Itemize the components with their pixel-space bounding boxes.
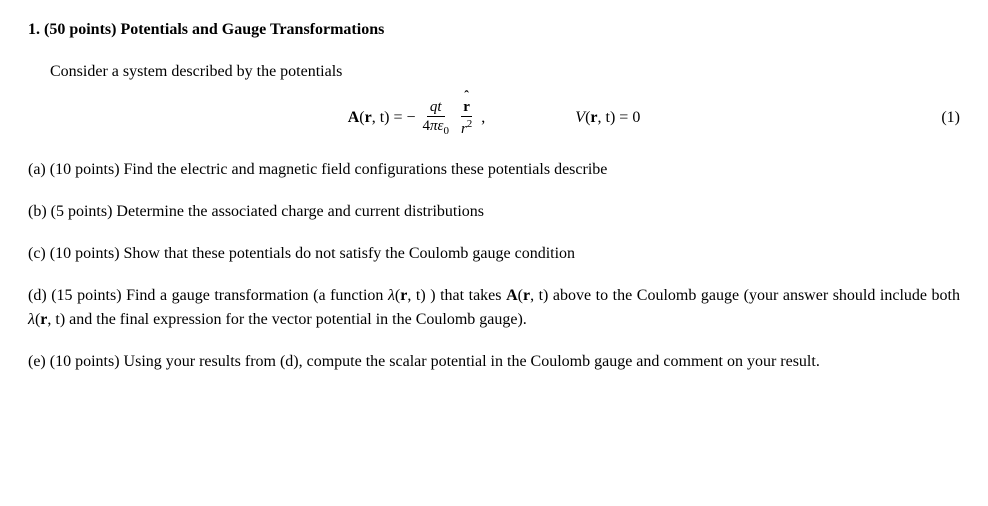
lambda-1-t: , t) ) that takes <box>407 287 506 304</box>
lambda-1: λ <box>388 287 395 304</box>
equation-pair: A(r, t) = − qt 4πε0 r r2 , V(r, t) = 0 <box>348 99 641 138</box>
part-d-pre: (d) (15 points) Find a gauge transformat… <box>28 287 388 304</box>
eps-sub: 0 <box>443 125 449 137</box>
frac-den: 4πε0 <box>420 117 452 137</box>
four-pi-eps: 4πε0 <box>423 118 449 134</box>
part-d: (d) (15 points) Find a gauge transformat… <box>28 284 960 332</box>
frac2-num: r <box>461 99 472 118</box>
frac2-den: r2 <box>459 117 474 138</box>
d-A-t: , t) above to the Coulomb gauge (your an… <box>530 287 960 304</box>
equation-1: A(r, t) = − qt 4πε0 r r2 , V(r, t) = 0 (… <box>28 94 960 142</box>
v-symbol-r: r <box>590 106 597 130</box>
part-c: (c) (10 points) Show that these potentia… <box>28 242 960 266</box>
symbol-A: A <box>348 106 360 130</box>
part-e: (e) (10 points) Using your results from … <box>28 350 960 374</box>
eq-comma: , <box>481 106 485 130</box>
intro-text: Consider a system described by the poten… <box>50 60 960 84</box>
scalar-potential-eq: V(r, t) = 0 <box>575 106 640 130</box>
v-args-t: , t) = 0 <box>598 106 641 130</box>
d-A: A <box>506 287 518 304</box>
r-hat: r <box>463 99 470 116</box>
r-sup: 2 <box>467 118 473 130</box>
problem-title: 1. (50 points) Potentials and Gauge Tran… <box>28 18 960 42</box>
fraction-qt-4pie0: qt 4πε0 <box>420 99 452 138</box>
part-a: (a) (10 points) Find the electric and ma… <box>28 158 960 182</box>
frac-num: qt <box>427 99 445 118</box>
args-t: , t) = − <box>372 106 416 130</box>
symbol-r: r <box>365 106 372 130</box>
d-A-r: r <box>523 287 530 304</box>
part-b: (b) (5 points) Determine the associated … <box>28 200 960 224</box>
fraction-rhat-r2: r r2 <box>459 99 474 138</box>
lambda-2-t: , t) and the final expression for the ve… <box>47 311 526 328</box>
lambda-2: λ <box>28 311 35 328</box>
qt: qt <box>430 99 442 115</box>
equation-number: (1) <box>941 106 960 130</box>
vector-potential-eq: A(r, t) = − qt 4πε0 r r2 , <box>348 99 486 138</box>
symbol-V: V <box>575 106 585 130</box>
